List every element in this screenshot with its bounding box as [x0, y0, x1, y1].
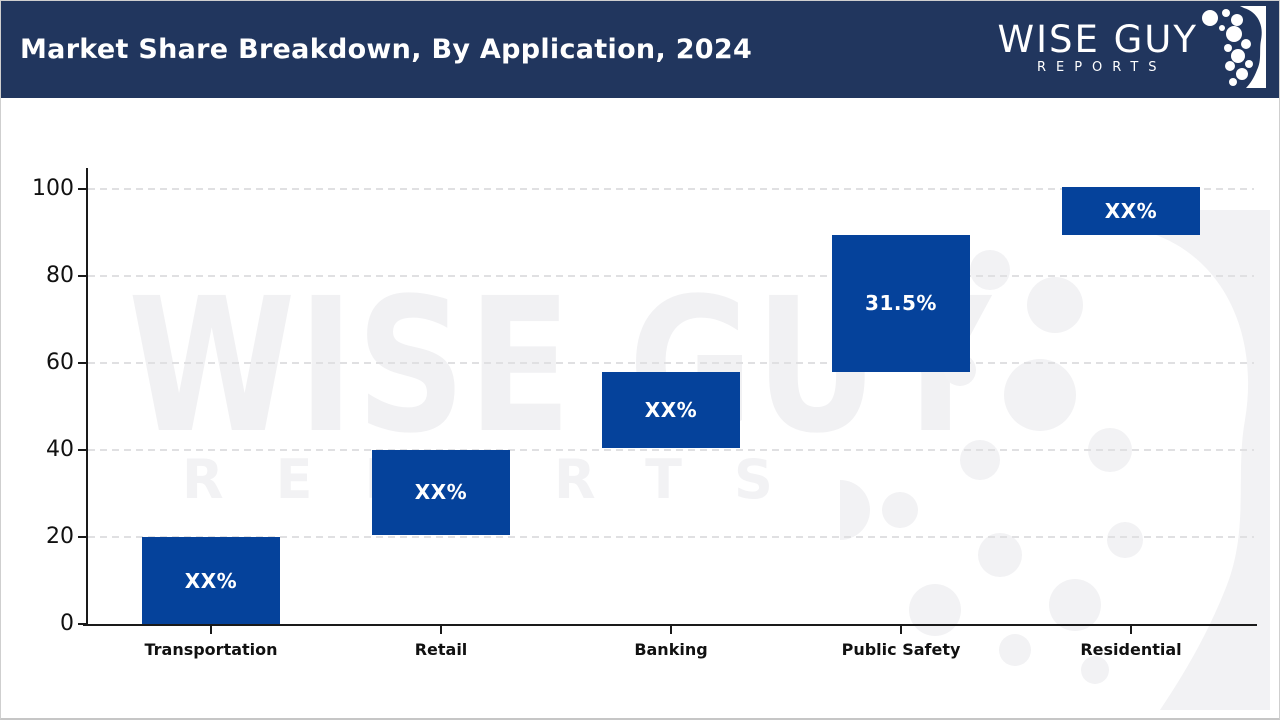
bar-retail: XX%	[372, 450, 510, 535]
bar-banking: XX%	[602, 371, 740, 448]
y-tick-label-100: 100	[32, 176, 74, 201]
x-tick-banking	[670, 626, 672, 634]
brand-subname: REPORTS	[1036, 60, 1167, 76]
bar-public-safety: 31.5%	[832, 234, 970, 372]
x-axis-line	[83, 624, 1257, 626]
brand-name: WISE GUY	[997, 17, 1198, 61]
brand-logo-text: WISE GUY REPORTS	[997, 17, 1198, 76]
y-tick-20	[78, 536, 87, 538]
brand-face-icon	[1202, 6, 1266, 88]
bar-value-label-banking: XX%	[644, 397, 698, 422]
category-label-retail: Retail	[414, 640, 468, 659]
x-tick-retail	[440, 626, 442, 634]
x-tick-public-safety	[900, 626, 902, 634]
y-tick-80	[78, 275, 87, 277]
bar-value-label-transportation: XX%	[184, 568, 238, 593]
gridline-20	[88, 536, 1254, 538]
y-tick-label-40: 40	[46, 437, 74, 462]
x-tick-residential	[1130, 626, 1132, 634]
y-tick-label-20: 20	[46, 524, 74, 549]
category-label-public-safety: Public Safety	[841, 640, 961, 659]
y-tick-40	[78, 449, 87, 451]
gridline-60	[88, 362, 1254, 364]
gridline-80	[88, 275, 1254, 277]
bar-value-label-public-safety: 31.5%	[865, 291, 937, 316]
category-label-residential: Residential	[1080, 640, 1182, 659]
bar-transportation: XX%	[142, 537, 280, 624]
gridline-40	[88, 449, 1254, 451]
y-tick-60	[78, 362, 87, 364]
y-axis-line	[86, 168, 88, 626]
y-tick-label-0: 0	[60, 611, 74, 636]
category-label-banking: Banking	[634, 640, 708, 659]
y-tick-0	[78, 623, 87, 625]
bar-residential: XX%	[1062, 186, 1200, 235]
y-tick-label-80: 80	[46, 263, 74, 288]
category-label-transportation: Transportation	[144, 640, 278, 659]
y-tick-100	[78, 188, 87, 190]
gridline-100	[88, 188, 1254, 190]
bar-value-label-residential: XX%	[1104, 198, 1158, 223]
header-bar: Market Share Breakdown, By Application, …	[0, 0, 1280, 98]
y-tick-label-60: 60	[46, 350, 74, 375]
bar-value-label-retail: XX%	[414, 480, 468, 505]
x-tick-transportation	[210, 626, 212, 634]
page-title: Market Share Breakdown, By Application, …	[20, 33, 753, 65]
brand-logo: WISE GUY REPORTS	[998, 6, 1266, 90]
